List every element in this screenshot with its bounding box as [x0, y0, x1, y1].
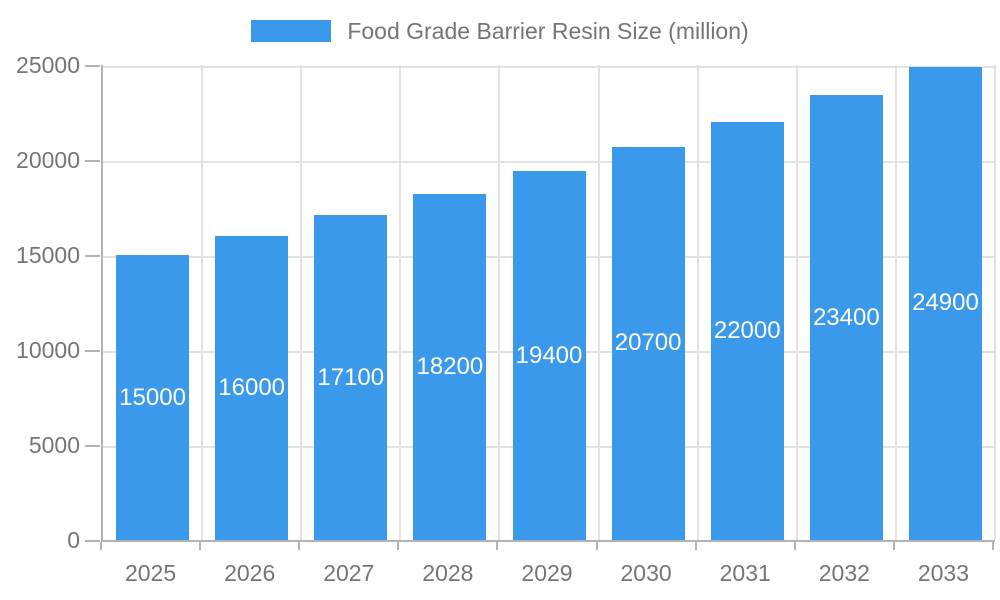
bar: 20700	[611, 146, 685, 540]
x-axis-tick	[397, 542, 400, 550]
x-gridline	[597, 65, 600, 540]
x-axis-tick	[793, 542, 796, 550]
bar-value-label: 15000	[119, 383, 186, 411]
bar-value-label: 17100	[317, 363, 385, 391]
x-axis-tick	[595, 542, 598, 550]
bar: 18200	[413, 194, 487, 540]
y-axis-label: 15000	[16, 242, 80, 268]
y-axis-tick	[85, 160, 100, 162]
bar-value-label: 24900	[912, 289, 979, 317]
x-axis-label: 2028	[422, 560, 474, 586]
bar-value-label: 23400	[812, 303, 880, 331]
y-axis-tick	[85, 65, 100, 67]
x-gridline	[994, 65, 996, 540]
bar-value-label: 16000	[218, 374, 286, 401]
x-axis-label: 2027	[323, 560, 375, 586]
x-axis-tick	[199, 542, 202, 550]
y-axis-tick	[85, 445, 100, 447]
y-axis-label: 0	[67, 527, 80, 553]
x-gridline	[300, 65, 303, 540]
x-axis-tick	[100, 542, 102, 550]
x-axis-tick	[992, 542, 994, 550]
bar: 22000	[710, 122, 784, 540]
x-axis-tick	[496, 542, 499, 550]
y-axis-tick	[85, 255, 100, 257]
legend-label: Food Grade Barrier Resin Size (million)	[347, 18, 749, 44]
x-gridline	[894, 65, 897, 540]
legend: Food Grade Barrier Resin Size (million)	[0, 18, 1000, 44]
bar-value-label: 20700	[614, 329, 682, 357]
bar: 24900	[908, 66, 982, 540]
bar: 23400	[809, 95, 883, 540]
bar-value-label: 18200	[416, 353, 484, 381]
x-axis-label: 2025	[124, 560, 177, 586]
bar: 17100	[314, 215, 388, 540]
x-gridline	[696, 65, 699, 540]
plot-area: 15000 16000 17100 18200 19400 20700 22000 23400…	[101, 65, 996, 542]
x-axis-tick	[694, 542, 697, 550]
y-axis-tick	[85, 350, 100, 352]
y-gridline	[103, 161, 995, 163]
x-gridline	[399, 65, 402, 540]
legend-swatch	[251, 20, 332, 42]
x-axis-tick	[298, 542, 301, 550]
bar: 15000	[116, 255, 190, 540]
x-axis-label: 2030	[620, 560, 672, 586]
bar: 19400	[512, 171, 586, 540]
x-axis-label: 2031	[719, 560, 771, 586]
y-axis-label: 20000	[16, 147, 80, 173]
y-axis-label: 5000	[28, 432, 80, 458]
x-axis-label: 2026	[224, 560, 276, 586]
y-axis-label: 25000	[16, 52, 80, 78]
x-axis-label: 2033	[917, 560, 970, 586]
y-axis-label: 10000	[16, 337, 80, 363]
x-gridline	[498, 65, 501, 540]
y-axis-tick	[85, 540, 100, 542]
y-gridline	[103, 66, 995, 68]
bar: 16000	[215, 236, 289, 540]
x-axis-label: 2029	[521, 560, 573, 586]
bar-value-label: 22000	[713, 317, 781, 344]
x-axis-label: 2032	[818, 560, 870, 586]
x-gridline	[795, 65, 798, 540]
x-gridline	[201, 65, 204, 540]
bar-value-label: 19400	[515, 341, 583, 369]
x-axis-tick	[892, 542, 895, 550]
